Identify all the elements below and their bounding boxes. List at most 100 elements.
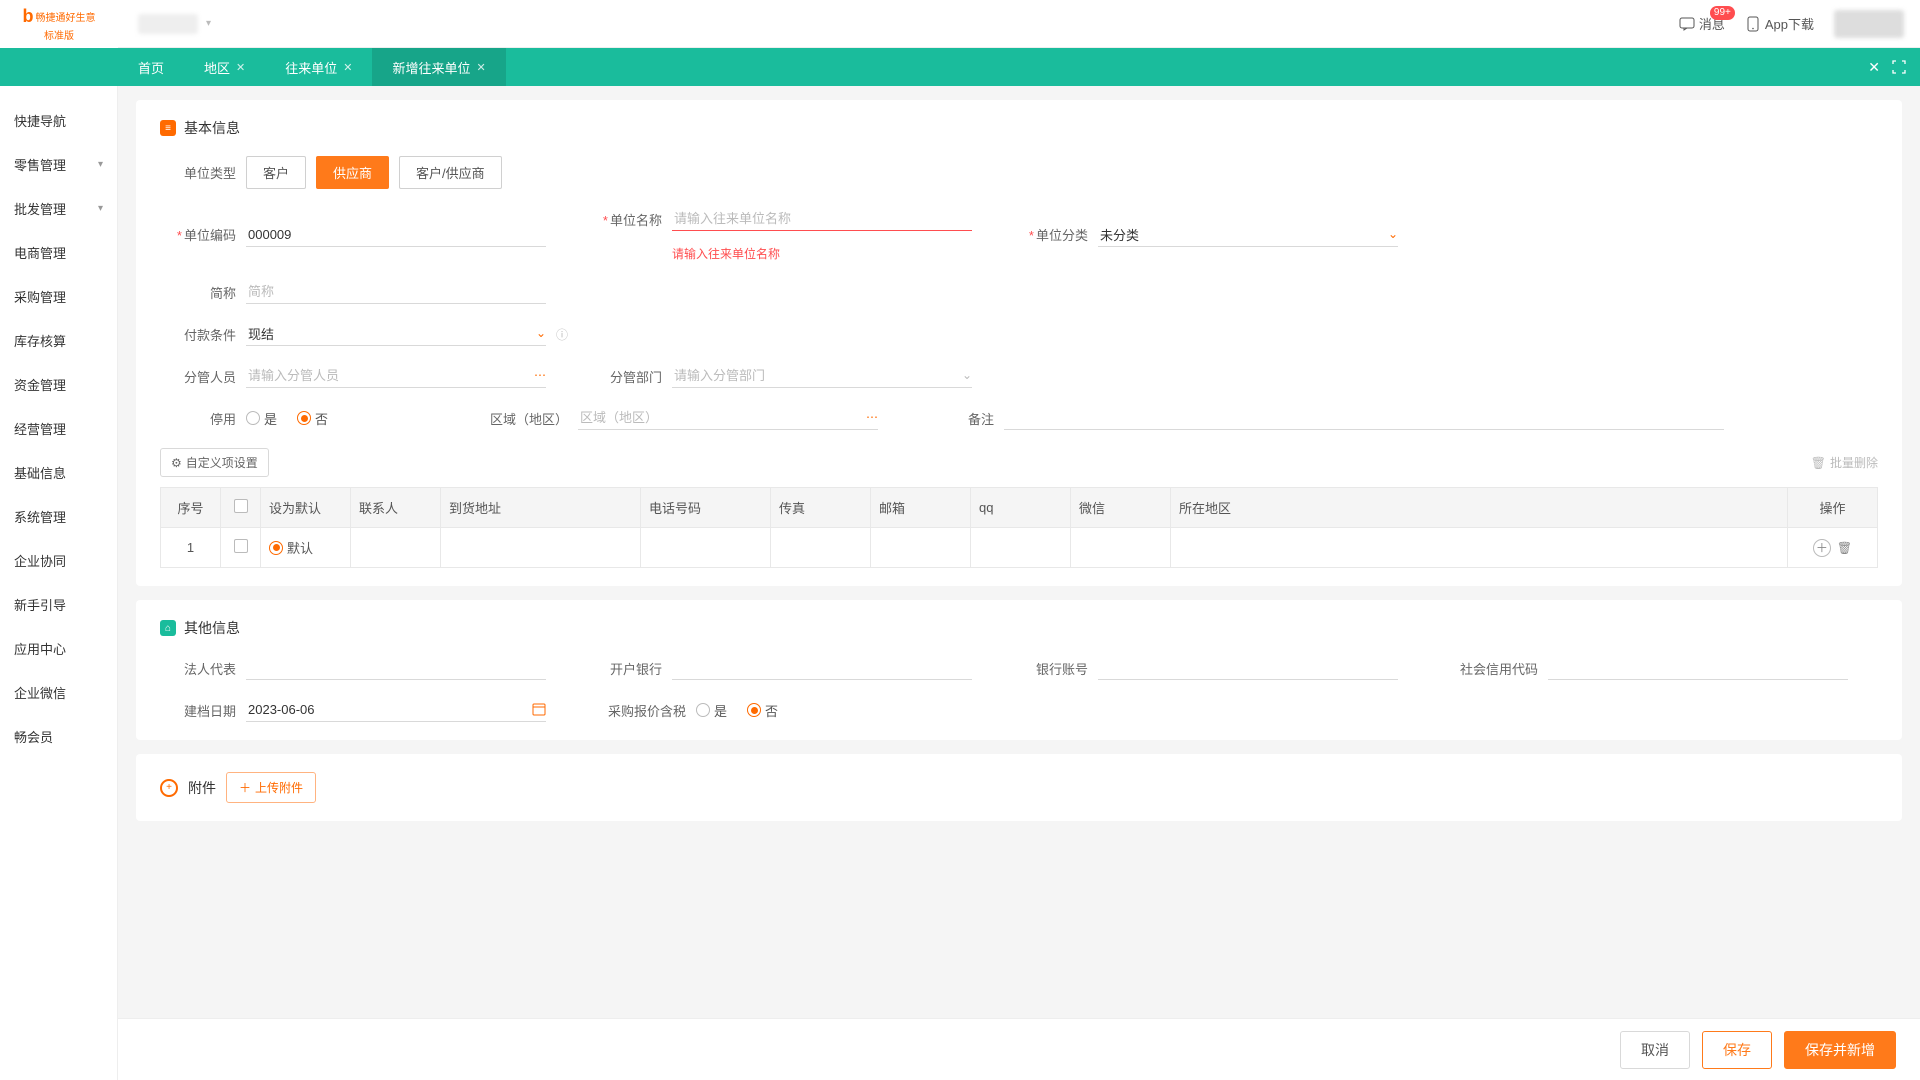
tab-contacts[interactable]: 往来单位✕ (265, 48, 372, 86)
sidebar-item-operation[interactable]: 经营管理 (0, 406, 117, 450)
sidebar-item-wecom[interactable]: 企业微信 (0, 670, 117, 714)
radio-disabled-yes[interactable]: 是 (246, 409, 277, 428)
label-credit-code: 社会信用代码 (1438, 659, 1538, 678)
more-icon[interactable]: ⋯ (534, 368, 546, 382)
unit-category-select[interactable] (1098, 223, 1398, 247)
short-name-input[interactable] (246, 280, 546, 304)
bank-acct-input[interactable] (1098, 656, 1398, 680)
sidebar-item-funds[interactable]: 资金管理 (0, 362, 117, 406)
close-icon[interactable]: ✕ (343, 61, 352, 74)
sidebar-item-wholesale[interactable]: 批发管理▾ (0, 186, 117, 230)
section-icon: ≡ (160, 120, 176, 136)
custom-fields-button[interactable]: ⚙ 自定义项设置 (160, 448, 269, 477)
top-header: b 畅捷通好生意 标准版 ▾ 消息 99+ App下载 (0, 0, 1920, 48)
help-icon[interactable]: ⓘ (556, 326, 568, 343)
sidebar-item-system[interactable]: 系统管理 (0, 494, 117, 538)
sidebar-item-inventory[interactable]: 库存核算 (0, 318, 117, 362)
dept-select[interactable] (672, 364, 972, 388)
close-icon[interactable]: ✕ (477, 61, 486, 74)
sidebar-item-apps[interactable]: 应用中心 (0, 626, 117, 670)
calendar-icon[interactable] (532, 702, 546, 716)
delete-row-button[interactable]: 🗑 (1837, 541, 1852, 555)
th-wechat: 微信 (1071, 488, 1171, 528)
seg-supplier[interactable]: 供应商 (316, 156, 389, 189)
cell-addr[interactable] (441, 528, 641, 568)
chevron-down-icon[interactable]: ⌄ (962, 368, 972, 382)
tab-add-contact[interactable]: 新增往来单位✕ (372, 48, 505, 86)
sidebar-item-basedata[interactable]: 基础信息 (0, 450, 117, 494)
cancel-button[interactable]: 取消 (1620, 1031, 1690, 1069)
radio-disabled-no[interactable]: 否 (297, 409, 328, 428)
cell-fax[interactable] (771, 528, 871, 568)
label-quote-tax: 采购报价含税 (586, 701, 686, 720)
tab-region[interactable]: 地区✕ (184, 48, 265, 86)
label-disabled: 停用 (160, 409, 236, 428)
header-right: 消息 99+ App下载 (1679, 10, 1904, 38)
app-download-button[interactable]: App下载 (1745, 14, 1814, 33)
cell-region[interactable] (1171, 528, 1788, 568)
close-all-icon[interactable]: ✕ (1868, 59, 1880, 76)
th-idx: 序号 (161, 488, 221, 528)
sidebar-item-purchase[interactable]: 采购管理 (0, 274, 117, 318)
pay-terms-select[interactable] (246, 322, 546, 346)
select-all-checkbox[interactable] (234, 499, 248, 513)
attachment-icon: + (160, 779, 178, 797)
th-check (221, 488, 261, 528)
add-row-button[interactable]: ＋ (1813, 539, 1831, 557)
contact-table-tools: ⚙ 自定义项设置 🗑 批量删除 (160, 448, 1878, 477)
cell-contact[interactable] (351, 528, 441, 568)
company-selector[interactable]: ▾ (138, 14, 211, 34)
sidebar-item-member[interactable]: 畅会员 (0, 714, 117, 758)
label-pay-terms: 付款条件 (160, 325, 236, 344)
upload-button[interactable]: ＋ 上传附件 (226, 772, 316, 803)
sidebar-item-collab[interactable]: 企业协同 (0, 538, 117, 582)
radio-tax-yes[interactable]: 是 (696, 701, 727, 720)
seg-customer[interactable]: 客户 (246, 156, 306, 189)
main-content: ≡ 基本信息 单位类型 客户 供应商 客户/供应商 (118, 86, 1920, 1080)
manager-input[interactable] (246, 364, 546, 388)
cell-qq[interactable] (971, 528, 1071, 568)
close-icon[interactable]: ✕ (236, 61, 245, 74)
label-archive-date: 建档日期 (160, 701, 236, 720)
label-unit-type: 单位类型 (160, 163, 236, 182)
save-and-new-button[interactable]: 保存并新增 (1784, 1031, 1896, 1069)
phone-icon (1745, 16, 1761, 32)
row-checkbox[interactable] (234, 539, 248, 553)
messages-button[interactable]: 消息 99+ (1679, 14, 1725, 33)
other-info-card: ⌂ 其他信息 法人代表 开户银行 银行账号 (136, 600, 1902, 740)
tab-home[interactable]: 首页 (118, 48, 184, 86)
sidebar-item-guide[interactable]: 新手引导 (0, 582, 117, 626)
sidebar-item-retail[interactable]: 零售管理▾ (0, 142, 117, 186)
sidebar-item-quicknav[interactable]: 快捷导航 (0, 98, 117, 142)
legal-rep-input[interactable] (246, 656, 546, 680)
credit-code-input[interactable] (1548, 656, 1848, 680)
save-button[interactable]: 保存 (1702, 1031, 1772, 1069)
tabs-bar: 首页 地区✕ 往来单位✕ 新增往来单位✕ ✕ (0, 48, 1920, 86)
more-icon[interactable]: ⋯ (866, 410, 878, 424)
cell-idx: 1 (161, 528, 221, 568)
unit-code-input[interactable] (246, 223, 546, 247)
cell-wechat[interactable] (1071, 528, 1171, 568)
radio-tax-no[interactable]: 否 (747, 701, 778, 720)
region-input[interactable] (578, 406, 878, 430)
seg-both[interactable]: 客户/供应商 (399, 156, 502, 189)
fullscreen-icon[interactable] (1892, 60, 1906, 74)
cell-phone[interactable] (641, 528, 771, 568)
chevron-down-icon[interactable]: ⌄ (1388, 227, 1398, 241)
unit-name-input[interactable] (672, 207, 972, 231)
tabs-right-tools: ✕ (1854, 48, 1920, 86)
archive-date-input[interactable] (246, 698, 546, 722)
unit-name-error: 请输入往来单位名称 (672, 245, 780, 262)
chevron-down-icon[interactable]: ⌄ (536, 326, 546, 340)
th-qq: qq (971, 488, 1071, 528)
plus-icon: ＋ (239, 779, 251, 796)
th-addr: 到货地址 (441, 488, 641, 528)
cell-email[interactable] (871, 528, 971, 568)
bank-input[interactable] (672, 656, 972, 680)
user-avatar-area[interactable] (1834, 10, 1904, 38)
sidebar-item-ecommerce[interactable]: 电商管理 (0, 230, 117, 274)
radio-default[interactable]: 默认 (269, 538, 342, 557)
remark-input[interactable] (1004, 406, 1724, 430)
caret-down-icon: ▾ (98, 159, 103, 170)
batch-delete-button[interactable]: 🗑 批量删除 (1811, 454, 1878, 471)
